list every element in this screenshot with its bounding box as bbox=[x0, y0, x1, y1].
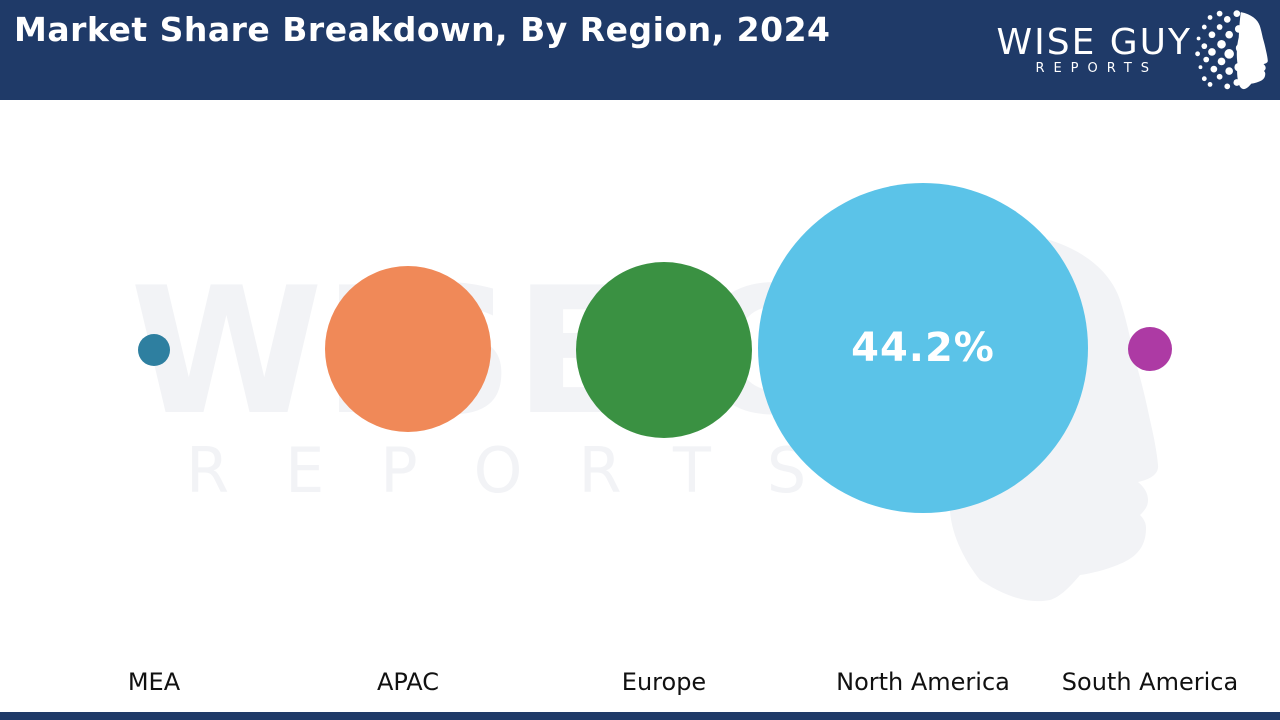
logo-wordmark: WISE GUY bbox=[996, 21, 1192, 63]
bubble-layer: MEA APAC Europe 44.2% North America South Ame… bbox=[0, 100, 1280, 712]
wiseguy-logo: WISE GUY REPORTS bbox=[997, 6, 1273, 94]
header: Market Share Breakdown, By Region, 2024 … bbox=[0, 0, 1280, 100]
logo-subtitle: REPORTS bbox=[1035, 60, 1159, 76]
bottom-bar bbox=[0, 712, 1280, 720]
bubble-europe bbox=[576, 262, 752, 438]
chart-area: WISE GUY REPORTS MEAAPACEurope44.2%North… bbox=[0, 100, 1280, 712]
category-label-europe: Europe bbox=[621, 668, 707, 696]
watermark-subtitle: REPORTS bbox=[186, 434, 863, 507]
category-label-south-america: South America bbox=[1061, 668, 1239, 696]
logo-text: WISE GUY REPORTS bbox=[997, 24, 1193, 76]
page-title: Market Share Breakdown, By Region, 2024 bbox=[14, 10, 831, 49]
category-label-apac: APAC bbox=[376, 668, 440, 696]
bubble-apac bbox=[325, 266, 491, 432]
category-label-north-america: North America bbox=[836, 668, 1010, 696]
bubble-mea bbox=[138, 334, 170, 366]
bubble-north-america: 44.2% bbox=[758, 183, 1088, 513]
bubble-south-america bbox=[1128, 327, 1172, 371]
wiseguy-face-icon bbox=[1195, 10, 1268, 90]
category-label-mea: MEA bbox=[127, 668, 181, 696]
bubble-value-label: 44.2% bbox=[851, 325, 995, 371]
